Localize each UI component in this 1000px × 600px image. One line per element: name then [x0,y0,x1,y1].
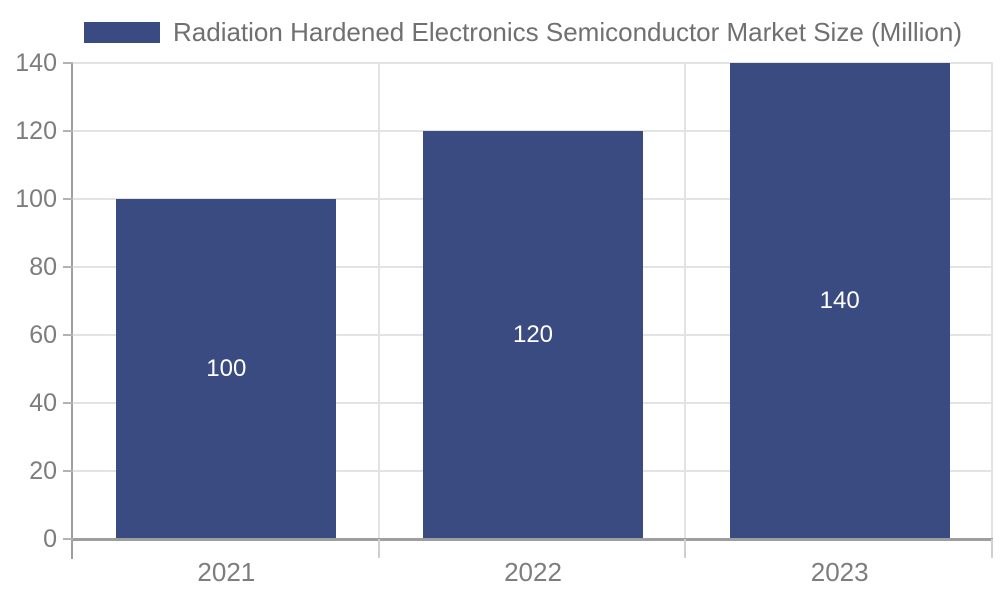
bar-2021: 100 [116,199,337,539]
y-tick [63,334,73,336]
x-tick [684,539,687,558]
y-tick [63,130,73,132]
y-tick-label: 40 [29,389,57,417]
legend-swatch [84,21,160,43]
x-tick [991,539,993,558]
bar-value-label: 140 [819,287,860,314]
legend: Radiation Hardened Electronics Semicondu… [84,17,962,47]
y-tick [63,198,73,200]
y-axis-labels: 0 20 40 60 80 100 120 140 [0,0,57,600]
y-tick-label: 20 [29,457,57,485]
y-tick-label: 80 [29,253,57,281]
y-tick-label: 140 [15,49,57,77]
bar-2022: 120 [423,131,643,539]
x-tick-label: 2023 [810,557,869,587]
y-tick [63,470,73,472]
x-tick [377,539,380,558]
y-axis-line [71,63,73,559]
x-tick-label: 2021 [197,557,256,587]
plot-area: 100 120 140 [63,62,993,559]
y-tick-label: 60 [29,321,57,349]
bar-2023: 140 [729,63,950,539]
y-tick [63,266,73,268]
y-tick [63,62,73,64]
gridline-v [684,63,687,539]
x-axis-line [73,538,993,541]
bar-value-label: 100 [206,355,247,382]
gridline-h [73,62,993,64]
y-tick-label: 120 [15,117,57,145]
y-tick-label: 0 [43,525,57,553]
y-tick [63,538,73,540]
y-tick [63,402,73,404]
x-tick-label: 2022 [504,557,562,587]
legend-label: Radiation Hardened Electronics Semicondu… [173,16,963,47]
gridline-v [377,63,380,539]
gridline-v [991,63,993,539]
y-tick-label: 100 [15,185,57,213]
bar-value-label: 120 [512,321,554,348]
